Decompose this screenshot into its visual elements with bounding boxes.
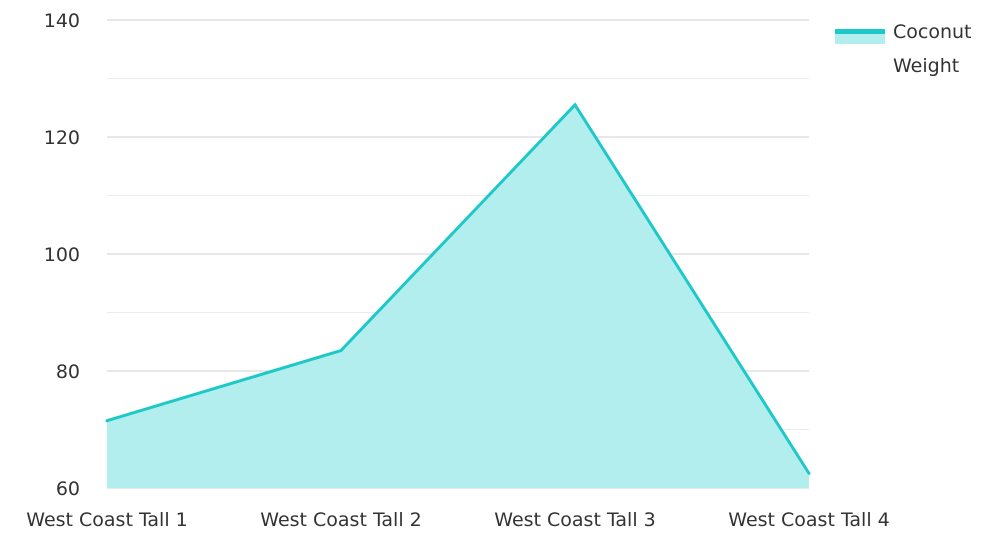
data-point-4: [808, 472, 811, 475]
x-tick-label: West Coast Tall 4: [728, 509, 889, 531]
data-point-1: [106, 419, 109, 422]
y-tick-label: 60: [56, 478, 80, 500]
x-tick-label: West Coast Tall 2: [260, 509, 421, 531]
y-tick-label: 120: [44, 127, 80, 149]
legend-swatch-fill: [835, 34, 885, 44]
y-tick-label: 100: [44, 244, 80, 266]
data-point-3: [574, 103, 577, 106]
legend-swatch-line: [835, 29, 885, 34]
area-fill: [107, 105, 809, 488]
area-series: [106, 103, 811, 488]
data-point-2: [340, 349, 343, 352]
x-axis-ticks: West Coast Tall 1 West Coast Tall 2 West C…: [26, 509, 889, 531]
legend-label-line1: Coconut: [893, 21, 972, 43]
y-axis-ticks: 60 80 100 120 140: [44, 10, 80, 500]
y-tick-label: 140: [44, 10, 80, 32]
x-tick-label: West Coast Tall 3: [494, 509, 655, 531]
y-tick-label: 80: [56, 361, 80, 383]
legend: Coconut Weight: [835, 21, 972, 77]
x-tick-label: West Coast Tall 1: [26, 509, 187, 531]
legend-label-line2: Weight: [893, 55, 959, 77]
